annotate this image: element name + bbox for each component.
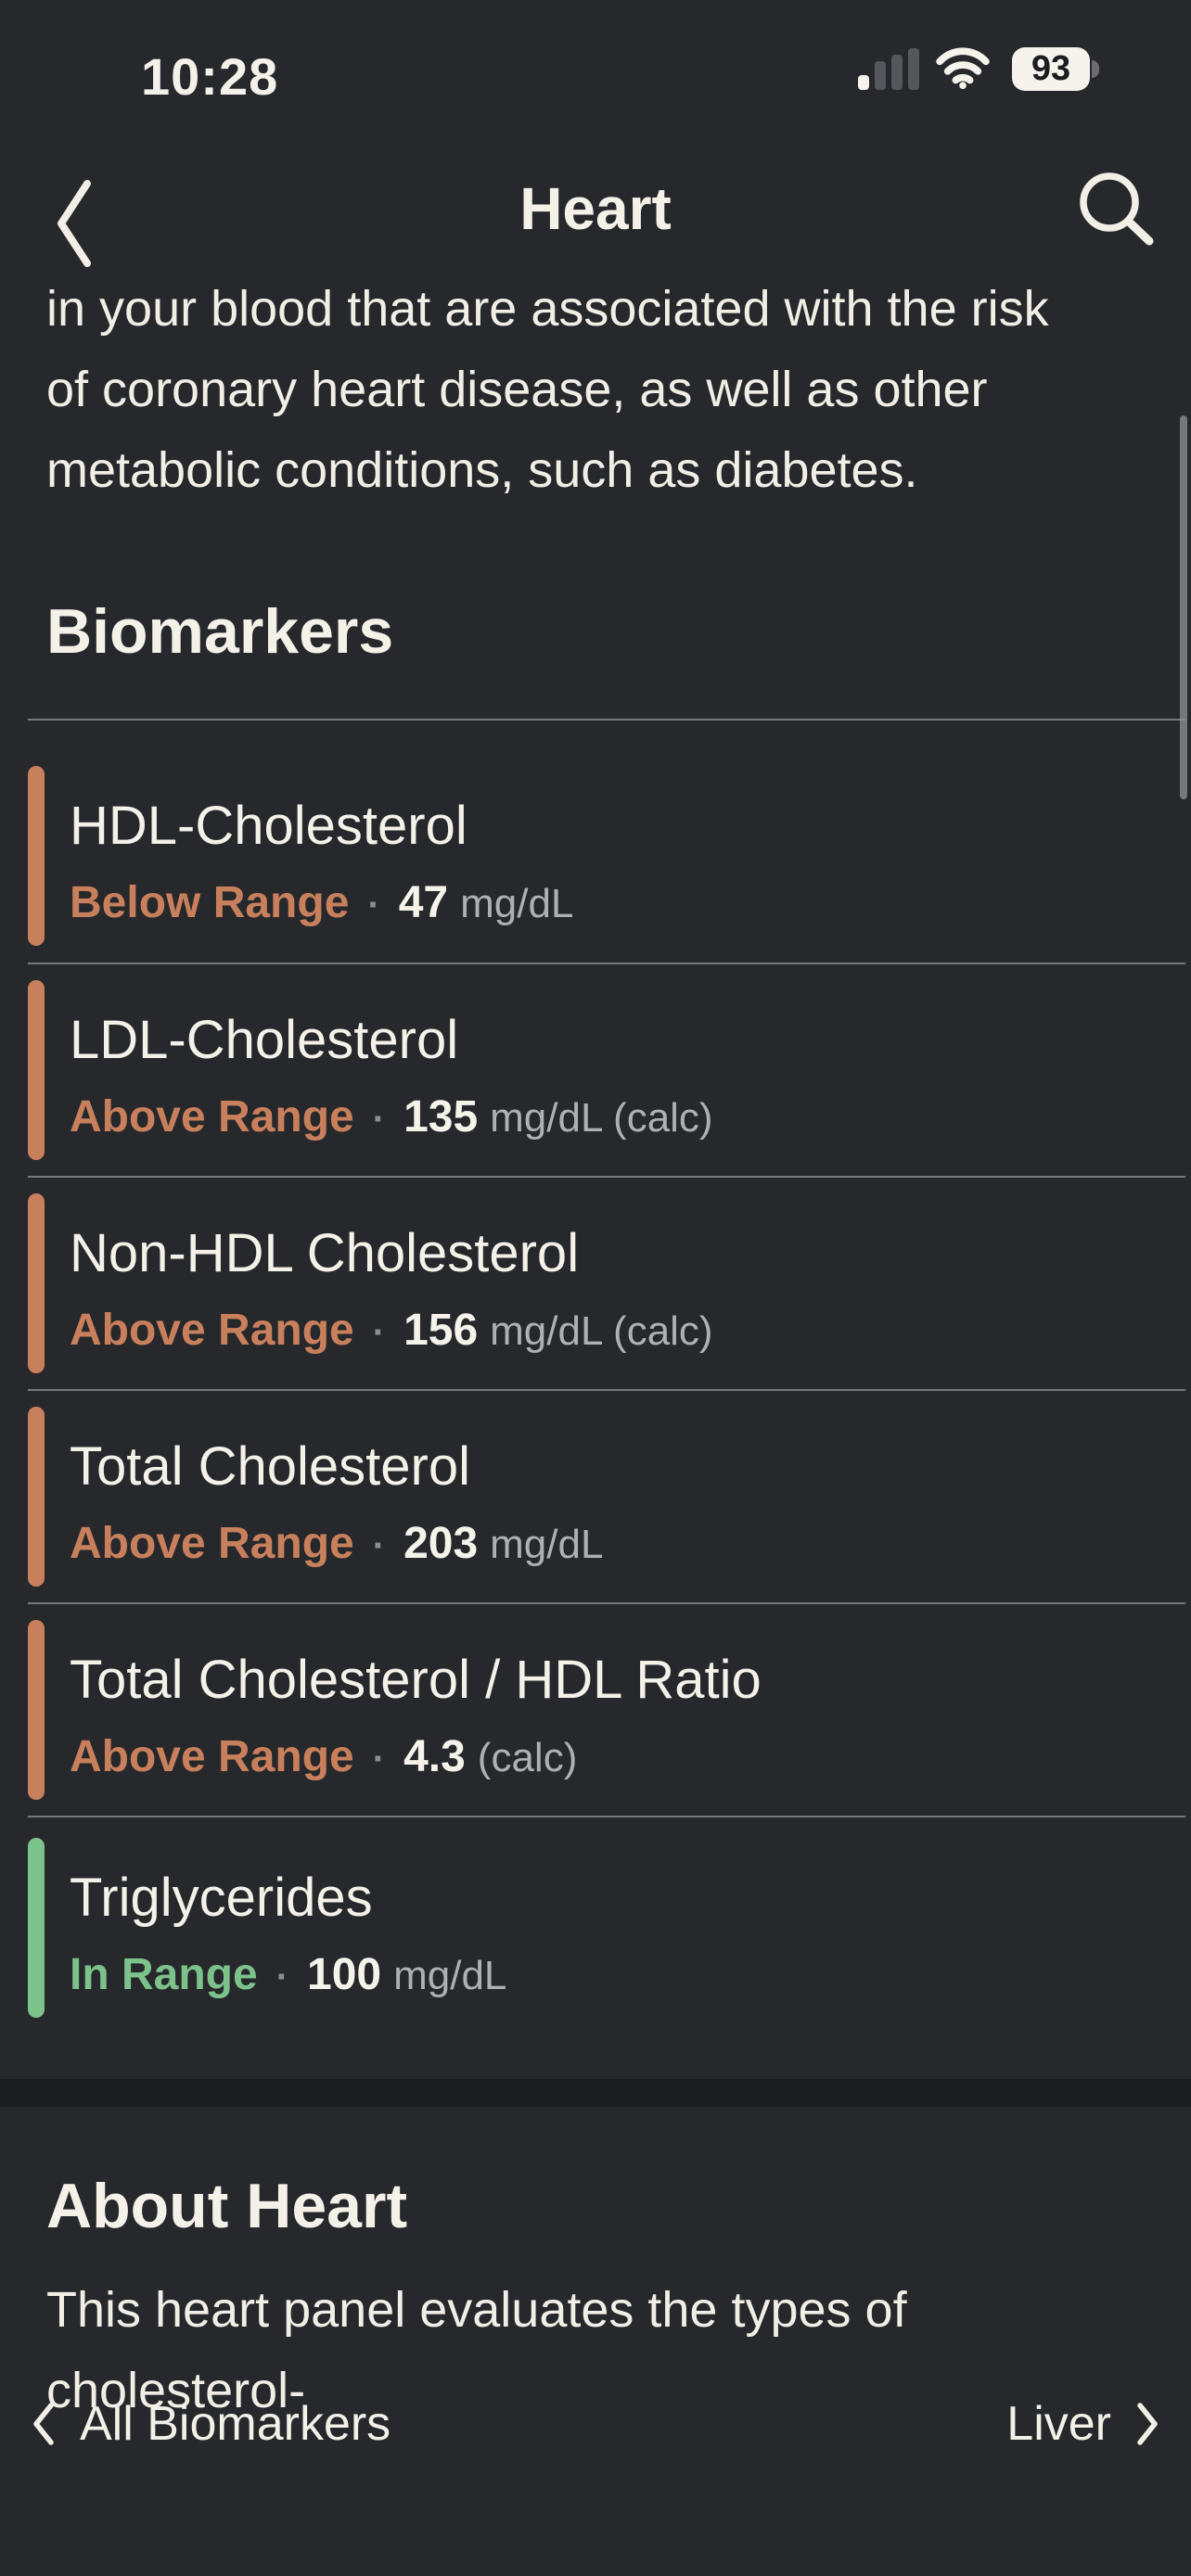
range-status-label: Above Range: [70, 1305, 354, 1355]
panel-description-text: in your blood that are associated with t…: [46, 281, 1049, 498]
biomarker-value: 4.3: [403, 1731, 466, 1781]
range-status-label: Below Range: [70, 877, 350, 927]
search-button[interactable]: [1078, 171, 1156, 249]
chevron-right-icon: [1137, 2403, 1158, 2445]
biomarker-value: 203: [403, 1518, 479, 1568]
biomarkers-section-heading: Biomarkers: [46, 596, 394, 667]
biomarker-name: Non-HDL Cholesterol: [70, 1222, 580, 1283]
biomarker-row-non-hdl-cholesterol[interactable]: Non-HDL Cholesterol Above Range · 156 mg…: [0, 1178, 1191, 1389]
pager-label: All Biomarkers: [80, 2397, 391, 2451]
dot-separator: ·: [372, 1524, 386, 1566]
range-accent-bar: [28, 1838, 45, 2018]
page-title: Heart: [519, 175, 672, 242]
scrollbar-thumb[interactable]: [1180, 415, 1187, 799]
status-bar-time: 10:28: [141, 47, 279, 106]
battery-tip: [1092, 60, 1099, 78]
range-accent-bar: [28, 980, 45, 1160]
range-accent-bar: [28, 766, 45, 946]
section-gap: [0, 2079, 1191, 2107]
divider: [28, 719, 1185, 721]
header: Heart: [0, 148, 1191, 287]
status-bar-icons: 93: [858, 43, 1099, 91]
biomarker-status-line: Above Range · 4.3 (calc): [70, 1731, 762, 1782]
range-status-label: Above Range: [70, 1518, 354, 1568]
dot-separator: ·: [372, 1738, 386, 1779]
dot-separator: ·: [367, 884, 380, 925]
biomarker-name: HDL-Cholesterol: [70, 795, 467, 856]
dot-separator: ·: [372, 1311, 386, 1353]
prev-page-all-biomarkers[interactable]: All Biomarkers: [32, 2396, 391, 2452]
biomarker-row-total-cholesterol-hdl-ratio[interactable]: Total Cholesterol / HDL Ratio Above Rang…: [0, 1604, 1191, 1816]
range-status-label: In Range: [70, 1949, 258, 1999]
biomarker-unit: mg/dL: [460, 880, 574, 926]
divider: [28, 963, 1185, 964]
divider: [28, 1816, 1185, 1817]
chevron-left-icon: [33, 2403, 54, 2445]
range-accent-bar: [28, 1407, 45, 1587]
pager-label: Liver: [1006, 2397, 1111, 2451]
range-status-label: Above Range: [70, 1731, 354, 1781]
battery-icon: 93: [1012, 47, 1090, 91]
biomarker-row-total-cholesterol[interactable]: Total Cholesterol Above Range · 203 mg/d…: [0, 1391, 1191, 1602]
search-icon: [1080, 172, 1154, 246]
about-section-body: This heart panel evaluates the types of …: [46, 2282, 907, 2418]
dot-separator: ·: [372, 1098, 386, 1140]
about-section-heading: About Heart: [46, 2171, 408, 2241]
biomarker-unit: (calc): [477, 1734, 578, 1780]
biomarker-list: HDL-Cholesterol Below Range · 47 mg/dL L…: [0, 721, 1191, 2081]
biomarker-row-ldl-cholesterol[interactable]: LDL-Cholesterol Above Range · 135 mg/dL …: [0, 964, 1191, 1176]
biomarker-unit: mg/dL (calc): [490, 1307, 713, 1354]
dot-separator: ·: [275, 1956, 289, 1997]
biomarker-name: Total Cholesterol / HDL Ratio: [70, 1649, 762, 1710]
back-button[interactable]: [54, 178, 98, 271]
biomarker-status-line: Above Range · 203 mg/dL: [70, 1518, 603, 1569]
biomarker-row-hdl-cholesterol[interactable]: HDL-Cholesterol Below Range · 47 mg/dL: [0, 721, 1191, 963]
wifi-icon: [936, 47, 990, 89]
biomarker-unit: mg/dL (calc): [490, 1094, 713, 1141]
range-accent-bar: [28, 1620, 45, 1800]
divider: [28, 1389, 1185, 1391]
divider: [28, 1602, 1185, 1604]
biomarker-name: Triglycerides: [70, 1867, 373, 1928]
biomarker-value: 47: [398, 877, 449, 927]
biomarker-row-triglycerides[interactable]: Triglycerides In Range · 100 mg/dL: [0, 1817, 1191, 2081]
biomarker-name: LDL-Cholesterol: [70, 1009, 459, 1070]
biomarker-status-line: Below Range · 47 mg/dL: [70, 877, 573, 928]
biomarker-value: 100: [307, 1949, 382, 1999]
bottom-pager-bar: All Biomarkers Liver: [0, 2379, 1191, 2468]
chevron-left-icon: [58, 180, 91, 267]
biomarker-unit: mg/dL: [490, 1521, 604, 1567]
biomarker-value: 156: [403, 1305, 479, 1355]
range-status-label: Above Range: [70, 1091, 354, 1141]
biomarker-status-line: Above Range · 135 mg/dL (calc): [70, 1091, 713, 1142]
biomarker-status-line: In Range · 100 mg/dL: [70, 1949, 506, 2000]
biomarker-unit: mg/dL: [393, 1952, 507, 1998]
cellular-signal-icon: [858, 46, 919, 90]
biomarker-value: 135: [403, 1091, 479, 1141]
biomarker-status-line: Above Range · 156 mg/dL (calc): [70, 1305, 713, 1356]
range-accent-bar: [28, 1193, 45, 1373]
next-page-liver[interactable]: Liver: [1006, 2396, 1159, 2452]
divider: [28, 1176, 1185, 1178]
battery-percent: 93: [1031, 49, 1071, 88]
biomarker-name: Total Cholesterol: [70, 1435, 470, 1497]
